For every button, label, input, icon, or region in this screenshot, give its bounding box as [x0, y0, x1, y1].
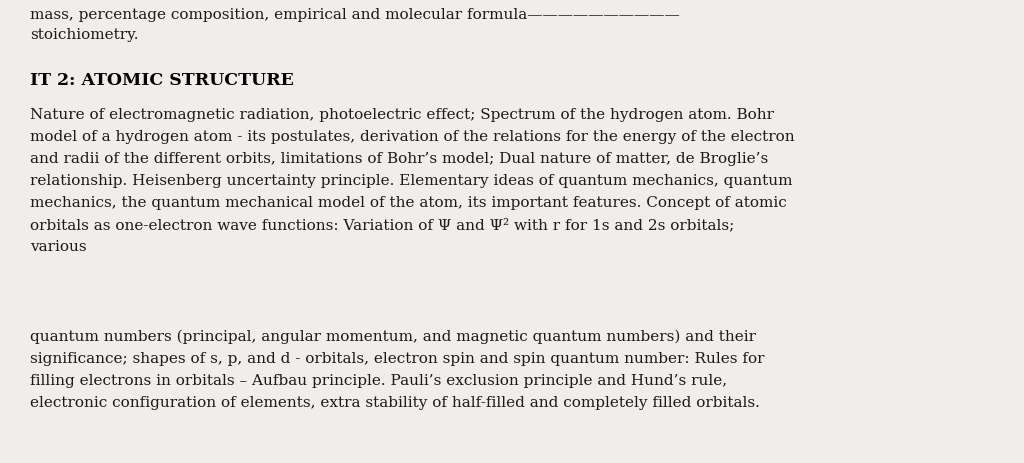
Text: quantum numbers (principal, angular momentum, and magnetic quantum numbers) and : quantum numbers (principal, angular mome… [30, 329, 756, 344]
Text: filling electrons in orbitals – Aufbau principle. Pauli’s exclusion principle an: filling electrons in orbitals – Aufbau p… [30, 373, 727, 387]
Text: significance; shapes of s, p, and d - orbitals, electron spin and spin quantum n: significance; shapes of s, p, and d - or… [30, 351, 765, 365]
Text: electronic configuration of elements, extra stability of half-filled and complet: electronic configuration of elements, ex… [30, 395, 760, 409]
Text: various: various [30, 239, 87, 253]
Text: mass, percentage composition, empirical and molecular formula——————————: mass, percentage composition, empirical … [30, 8, 680, 22]
Text: Nature of electromagnetic radiation, photoelectric effect; Spectrum of the hydro: Nature of electromagnetic radiation, pho… [30, 108, 774, 122]
Text: mechanics, the quantum mechanical model of the atom, its important features. Con: mechanics, the quantum mechanical model … [30, 195, 786, 210]
Text: stoichiometry.: stoichiometry. [30, 28, 138, 42]
Text: IT 2: ATOMIC STRUCTURE: IT 2: ATOMIC STRUCTURE [30, 72, 294, 89]
Text: orbitals as one-electron wave functions: Variation of Ψ and Ψ² with r for 1s and: orbitals as one-electron wave functions:… [30, 218, 734, 232]
Text: relationship. Heisenberg uncertainty principle. Elementary ideas of quantum mech: relationship. Heisenberg uncertainty pri… [30, 174, 793, 188]
Text: and radii of the different orbits, limitations of Bohr’s model; Dual nature of m: and radii of the different orbits, limit… [30, 152, 768, 166]
Text: model of a hydrogen atom - its postulates, derivation of the relations for the e: model of a hydrogen atom - its postulate… [30, 130, 795, 144]
